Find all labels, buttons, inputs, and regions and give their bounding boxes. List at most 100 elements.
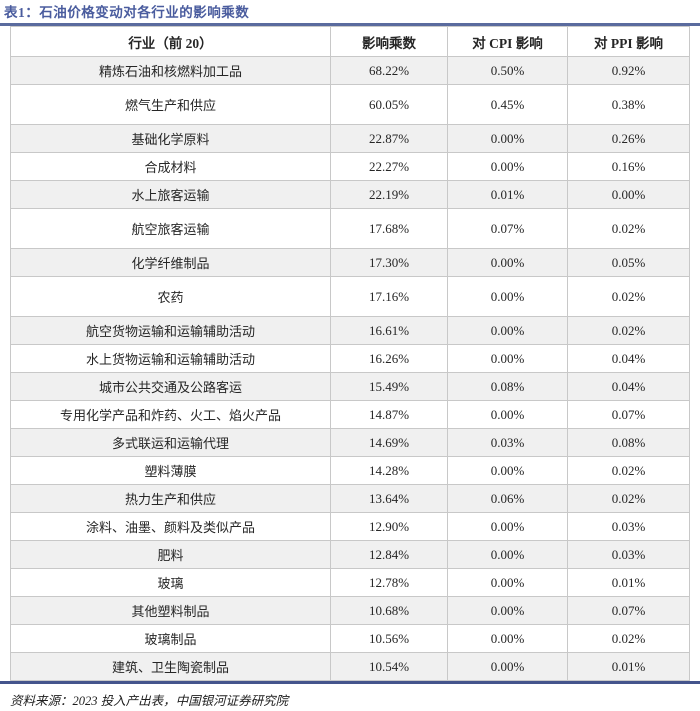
multiplier-cell: 13.64% [330,484,448,513]
cpi-cell: 0.00% [447,512,568,541]
cpi-cell: 0.00% [447,540,568,569]
industry-cell: 城市公共交通及公路客运 [10,372,331,401]
industry-cell: 多式联运和运输代理 [10,428,331,457]
industry-cell: 肥料 [10,540,331,569]
ppi-cell: 0.02% [567,276,690,317]
ppi-cell: 0.02% [567,484,690,513]
table-row: 玻璃制品 10.56% 0.00% 0.02% [10,624,690,653]
table-row: 城市公共交通及公路客运 15.49% 0.08% 0.04% [10,372,690,401]
ppi-cell: 0.07% [567,400,690,429]
ppi-cell: 0.16% [567,152,690,181]
table-row: 水上旅客运输 22.19% 0.01% 0.00% [10,180,690,209]
table-bottom-rule [0,681,700,684]
multiplier-cell: 22.87% [330,124,448,153]
cpi-cell: 0.03% [447,428,568,457]
industry-cell: 农药 [10,276,331,317]
cpi-cell: 0.00% [447,248,568,277]
ppi-cell: 0.02% [567,624,690,653]
ppi-cell: 0.02% [567,316,690,345]
industry-cell: 航空货物运输和运输辅助活动 [10,316,331,345]
multiplier-cell: 14.28% [330,456,448,485]
column-header-industry: 行业（前 20） [10,26,331,57]
industry-cell: 热力生产和供应 [10,484,331,513]
multiplier-cell: 68.22% [330,56,448,85]
multiplier-cell: 60.05% [330,84,448,125]
industry-cell: 其他塑料制品 [10,596,331,625]
multiplier-cell: 16.26% [330,344,448,373]
table-row: 专用化学产品和炸药、火工、焰火产品 14.87% 0.00% 0.07% [10,400,690,429]
column-header-ppi: 对 PPI 影响 [567,26,690,57]
multiplier-cell: 17.30% [330,248,448,277]
table-row: 塑料薄膜 14.28% 0.00% 0.02% [10,456,690,485]
table-row: 燃气生产和供应 60.05% 0.45% 0.38% [10,84,690,125]
cpi-cell: 0.00% [447,400,568,429]
cpi-cell: 0.45% [447,84,568,125]
table-row: 基础化学原料 22.87% 0.00% 0.26% [10,124,690,153]
industry-cell: 塑料薄膜 [10,456,331,485]
multiplier-cell: 22.27% [330,152,448,181]
multiplier-cell: 10.54% [330,652,448,681]
column-header-cpi: 对 CPI 影响 [447,26,568,57]
table-row: 建筑、卫生陶瓷制品 10.54% 0.00% 0.01% [10,652,690,681]
cpi-cell: 0.01% [447,180,568,209]
table-row: 航空旅客运输 17.68% 0.07% 0.02% [10,208,690,249]
oil-price-impact-table: 行业（前 20） 影响乘数 对 CPI 影响 对 PPI 影响 精炼石油和核燃料… [10,26,690,681]
industry-cell: 涂料、油墨、颜料及类似产品 [10,512,331,541]
table-header-row: 行业（前 20） 影响乘数 对 CPI 影响 对 PPI 影响 [10,26,690,57]
table-row: 玻璃 12.78% 0.00% 0.01% [10,568,690,597]
table-row: 精炼石油和核燃料加工品 68.22% 0.50% 0.92% [10,56,690,85]
table-row: 涂料、油墨、颜料及类似产品 12.90% 0.00% 0.03% [10,512,690,541]
table-row: 合成材料 22.27% 0.00% 0.16% [10,152,690,181]
multiplier-cell: 12.84% [330,540,448,569]
ppi-cell: 0.01% [567,652,690,681]
ppi-cell: 0.05% [567,248,690,277]
ppi-cell: 0.02% [567,208,690,249]
cpi-cell: 0.00% [447,152,568,181]
industry-cell: 玻璃 [10,568,331,597]
column-header-multiplier: 影响乘数 [330,26,448,57]
cpi-cell: 0.00% [447,456,568,485]
cpi-cell: 0.50% [447,56,568,85]
table-row: 热力生产和供应 13.64% 0.06% 0.02% [10,484,690,513]
table-row: 化学纤维制品 17.30% 0.00% 0.05% [10,248,690,277]
table-row: 水上货物运输和运输辅助活动 16.26% 0.00% 0.04% [10,344,690,373]
cpi-cell: 0.00% [447,624,568,653]
industry-cell: 水上旅客运输 [10,180,331,209]
multiplier-cell: 10.56% [330,624,448,653]
table-title: 表1：石油价格变动对各行业的影响乘数 [4,5,250,20]
title-divider-rule [0,23,700,26]
industry-cell: 航空旅客运输 [10,208,331,249]
multiplier-cell: 17.16% [330,276,448,317]
multiplier-cell: 10.68% [330,596,448,625]
industry-cell: 专用化学产品和炸药、火工、焰火产品 [10,400,331,429]
cpi-cell: 0.00% [447,276,568,317]
table-row: 其他塑料制品 10.68% 0.00% 0.07% [10,596,690,625]
ppi-cell: 0.00% [567,180,690,209]
ppi-cell: 0.04% [567,372,690,401]
ppi-cell: 0.03% [567,540,690,569]
cpi-cell: 0.00% [447,124,568,153]
cpi-cell: 0.00% [447,316,568,345]
ppi-cell: 0.07% [567,596,690,625]
cpi-cell: 0.00% [447,568,568,597]
multiplier-cell: 22.19% [330,180,448,209]
table-row: 农药 17.16% 0.00% 0.02% [10,276,690,317]
cpi-cell: 0.08% [447,372,568,401]
industry-cell: 玻璃制品 [10,624,331,653]
industry-cell: 精炼石油和核燃料加工品 [10,56,331,85]
multiplier-cell: 14.87% [330,400,448,429]
table-row: 多式联运和运输代理 14.69% 0.03% 0.08% [10,428,690,457]
ppi-cell: 0.26% [567,124,690,153]
cpi-cell: 0.06% [447,484,568,513]
cpi-cell: 0.07% [447,208,568,249]
ppi-cell: 0.08% [567,428,690,457]
table-row: 航空货物运输和运输辅助活动 16.61% 0.00% 0.02% [10,316,690,345]
multiplier-cell: 16.61% [330,316,448,345]
multiplier-cell: 15.49% [330,372,448,401]
multiplier-cell: 17.68% [330,208,448,249]
industry-cell: 建筑、卫生陶瓷制品 [10,652,331,681]
industry-cell: 化学纤维制品 [10,248,331,277]
table-body: 精炼石油和核燃料加工品 68.22% 0.50% 0.92% 燃气生产和供应 60.05%… [10,56,690,681]
ppi-cell: 0.92% [567,56,690,85]
